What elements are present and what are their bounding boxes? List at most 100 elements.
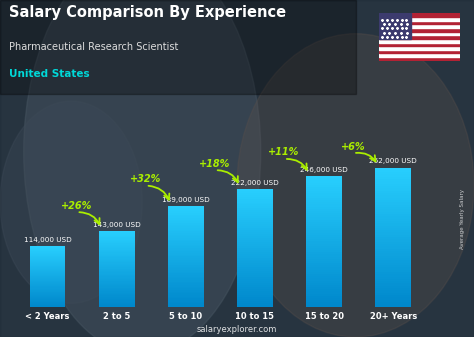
Bar bbox=[379, 32, 460, 35]
Bar bbox=[237, 295, 273, 297]
Bar bbox=[237, 216, 273, 218]
Bar bbox=[168, 258, 204, 260]
Bar bbox=[237, 259, 273, 262]
Bar bbox=[168, 298, 204, 300]
Bar bbox=[99, 233, 135, 235]
Ellipse shape bbox=[24, 0, 261, 337]
Bar bbox=[237, 189, 273, 191]
Bar bbox=[306, 280, 342, 283]
Bar bbox=[99, 283, 135, 284]
Bar bbox=[168, 286, 204, 288]
Bar bbox=[306, 265, 342, 268]
Bar bbox=[306, 241, 342, 244]
Bar bbox=[375, 223, 411, 225]
Bar bbox=[99, 264, 135, 265]
Bar bbox=[375, 235, 411, 237]
Bar bbox=[306, 176, 342, 178]
Bar bbox=[379, 24, 460, 28]
Bar bbox=[168, 243, 204, 245]
Bar bbox=[237, 222, 273, 224]
Bar bbox=[237, 252, 273, 254]
Bar bbox=[306, 222, 342, 224]
Bar bbox=[375, 260, 411, 263]
Bar bbox=[99, 240, 135, 241]
Bar bbox=[29, 272, 65, 273]
Bar bbox=[379, 50, 460, 53]
Bar bbox=[306, 217, 342, 220]
Bar bbox=[306, 239, 342, 241]
Bar bbox=[29, 246, 65, 247]
Bar bbox=[306, 300, 342, 302]
Bar bbox=[306, 196, 342, 198]
Bar bbox=[29, 284, 65, 285]
Bar bbox=[99, 263, 135, 264]
Bar bbox=[237, 244, 273, 246]
Bar bbox=[237, 297, 273, 299]
Bar bbox=[237, 279, 273, 281]
Bar bbox=[306, 204, 342, 207]
Bar bbox=[306, 187, 342, 189]
Bar bbox=[99, 295, 135, 297]
Bar bbox=[99, 289, 135, 290]
Bar bbox=[375, 258, 411, 260]
Bar bbox=[29, 270, 65, 271]
Bar bbox=[306, 259, 342, 261]
Bar bbox=[168, 233, 204, 235]
Bar bbox=[375, 297, 411, 300]
Bar bbox=[99, 236, 135, 237]
Bar bbox=[237, 195, 273, 197]
Bar bbox=[375, 172, 411, 175]
Bar bbox=[99, 260, 135, 261]
Bar bbox=[29, 251, 65, 252]
Bar bbox=[375, 179, 411, 181]
Bar bbox=[306, 231, 342, 233]
Bar bbox=[29, 273, 65, 274]
Bar bbox=[99, 305, 135, 307]
Bar bbox=[375, 246, 411, 249]
Bar bbox=[375, 256, 411, 258]
Bar bbox=[29, 277, 65, 278]
Bar bbox=[379, 46, 460, 50]
Bar bbox=[375, 253, 411, 256]
Bar bbox=[29, 282, 65, 283]
Bar bbox=[237, 269, 273, 271]
Bar bbox=[306, 207, 342, 209]
Bar bbox=[237, 220, 273, 222]
Bar bbox=[168, 238, 204, 240]
Bar bbox=[99, 257, 135, 258]
Bar bbox=[29, 248, 65, 249]
Bar bbox=[306, 235, 342, 237]
Bar bbox=[237, 266, 273, 267]
Bar bbox=[168, 278, 204, 280]
Bar bbox=[375, 193, 411, 195]
Bar bbox=[306, 202, 342, 204]
Bar bbox=[168, 226, 204, 228]
Bar bbox=[168, 225, 204, 226]
Bar bbox=[306, 268, 342, 270]
Bar bbox=[306, 215, 342, 217]
Bar bbox=[99, 280, 135, 281]
Bar bbox=[379, 28, 460, 32]
Bar bbox=[306, 233, 342, 235]
Bar bbox=[29, 281, 65, 282]
Bar bbox=[99, 270, 135, 271]
Bar bbox=[168, 300, 204, 302]
Bar bbox=[99, 265, 135, 266]
Bar bbox=[237, 271, 273, 273]
Bar bbox=[237, 201, 273, 203]
Bar bbox=[375, 283, 411, 286]
Bar bbox=[168, 211, 204, 213]
Bar bbox=[375, 293, 411, 295]
Bar bbox=[306, 213, 342, 215]
Bar bbox=[306, 248, 342, 250]
Bar bbox=[237, 236, 273, 238]
Bar bbox=[168, 268, 204, 270]
Bar bbox=[168, 245, 204, 246]
Bar bbox=[306, 285, 342, 287]
Text: +18%: +18% bbox=[199, 159, 230, 168]
Bar bbox=[99, 237, 135, 238]
Bar bbox=[29, 249, 65, 250]
Bar bbox=[99, 279, 135, 280]
Bar bbox=[237, 293, 273, 295]
Bar bbox=[375, 251, 411, 253]
